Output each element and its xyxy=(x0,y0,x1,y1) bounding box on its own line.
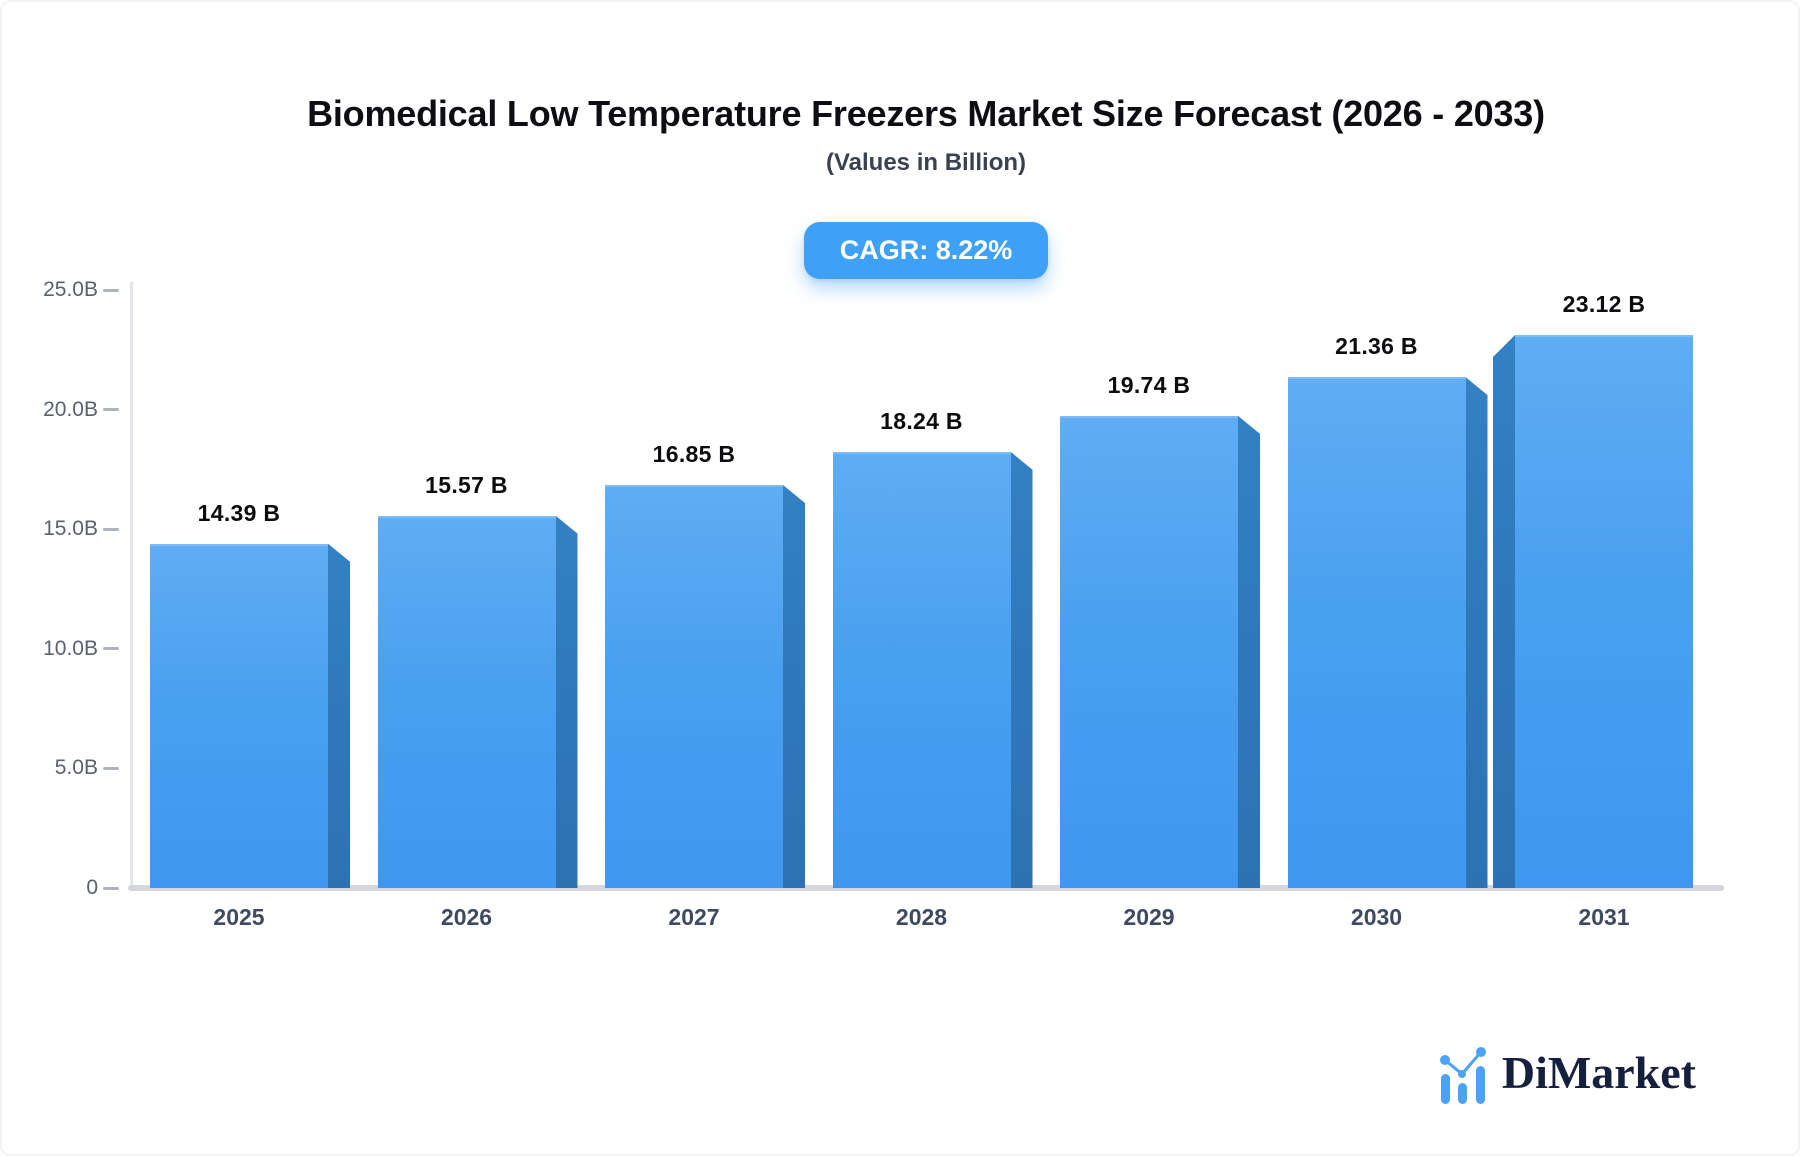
brand-logo-text: DiMarket xyxy=(1501,1047,1696,1098)
y-axis-tick-label: 25.0B xyxy=(43,278,98,301)
y-axis-tick-mark xyxy=(103,408,119,412)
bar-value-label: 18.24 B xyxy=(880,407,963,434)
y-axis-tick-label: 20.0B xyxy=(43,397,98,421)
bar-3d-side-panel xyxy=(1493,334,1515,888)
bar-value-label: 19.74 B xyxy=(1107,371,1191,398)
y-axis-tick-mark xyxy=(103,647,119,651)
bar-2028 xyxy=(832,451,1011,888)
bar-2026 xyxy=(377,515,556,888)
y-axis-tick-mark xyxy=(103,886,119,890)
bar-3d-side-panel xyxy=(1010,451,1033,888)
bar-2029 xyxy=(1060,415,1238,888)
bar-3d-side-panel xyxy=(1238,415,1260,888)
bar-3d-side-panel xyxy=(555,515,578,888)
bar-3d-side-panel xyxy=(328,543,350,888)
chart-subtitle: (Values in Billion) xyxy=(825,149,1027,176)
chart-header: Biomedical Low Temperature Freezers Mark… xyxy=(130,92,1722,279)
cagr-badge: CAGR: 8.22% xyxy=(803,222,1049,279)
x-axis-label: 2031 xyxy=(1578,904,1630,930)
y-axis-line xyxy=(130,282,133,888)
bar-2030 xyxy=(1287,377,1466,888)
bar-3d-side-panel xyxy=(783,484,805,888)
y-axis-tick-label: 15.0B xyxy=(43,517,98,541)
brand-logo: DiMarket xyxy=(1439,1042,1696,1104)
bar-value-label: 14.39 B xyxy=(197,499,281,526)
y-axis-tick-mark xyxy=(103,288,119,292)
bar-2031 xyxy=(1515,334,1693,888)
bar-value-label: 15.57 B xyxy=(425,471,508,498)
bar-3d-side-panel xyxy=(1465,377,1488,888)
chart-title: Biomedical Low Temperature Freezers Mark… xyxy=(307,93,1545,134)
x-axis-label: 2028 xyxy=(895,904,948,930)
bar-value-label: 23.12 B xyxy=(1562,290,1646,317)
x-axis-label: 2029 xyxy=(1123,904,1175,930)
x-axis-label: 2027 xyxy=(668,904,720,930)
bar-2027 xyxy=(605,484,783,888)
y-axis-tick-mark xyxy=(103,527,119,531)
x-axis-label: 2026 xyxy=(440,904,493,930)
y-axis-tick-mark xyxy=(103,766,119,770)
bar-2025 xyxy=(150,543,328,888)
x-axis-baseline xyxy=(128,885,1724,891)
y-axis-tick-label: 0 xyxy=(86,876,98,899)
y-axis-tick-label: 5.0B xyxy=(54,756,98,780)
y-axis-tick-label: 10.0B xyxy=(43,636,98,660)
bar-value-label: 16.85 B xyxy=(652,440,736,467)
bar-value-label: 21.36 B xyxy=(1335,333,1418,360)
x-axis-label: 2030 xyxy=(1350,904,1403,930)
bar-chart-logo-icon xyxy=(1439,1047,1486,1104)
x-axis-label: 2025 xyxy=(213,904,265,930)
